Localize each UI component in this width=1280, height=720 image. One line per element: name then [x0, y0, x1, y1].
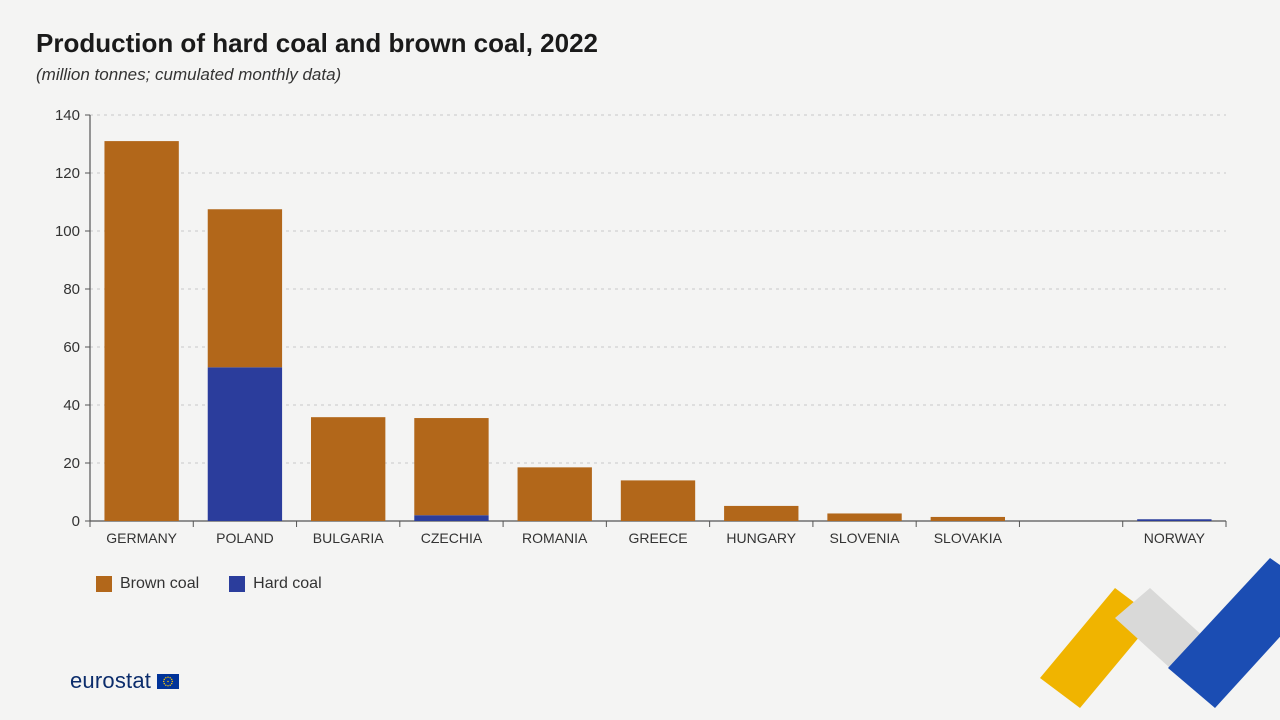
svg-text:100: 100 — [55, 223, 80, 240]
legend-item-hard: Hard coal — [229, 575, 321, 593]
chart-container: 0 20 40 60 80 100 120 140 GERMANY POLAND BULGARIA C… — [36, 107, 1244, 567]
svg-text:20: 20 — [63, 455, 80, 472]
eu-flag-icon — [157, 674, 179, 689]
svg-text:120: 120 — [55, 165, 80, 182]
svg-text:POLAND: POLAND — [216, 530, 274, 546]
legend-item-brown: Brown coal — [96, 575, 199, 593]
svg-text:BULGARIA: BULGARIA — [313, 530, 384, 546]
decor-swoosh-icon — [1020, 558, 1280, 678]
svg-text:HUNGARY: HUNGARY — [726, 530, 796, 546]
legend-swatch-brown — [96, 576, 112, 592]
legend-label-hard: Hard coal — [253, 575, 321, 593]
svg-text:SLOVAKIA: SLOVAKIA — [934, 530, 1003, 546]
svg-text:140: 140 — [55, 107, 80, 124]
svg-text:GREECE: GREECE — [628, 530, 687, 546]
eurostat-logo-text: eurostat — [70, 668, 151, 694]
legend-label-brown: Brown coal — [120, 575, 199, 593]
svg-text:CZECHIA: CZECHIA — [421, 530, 483, 546]
bar-chart: 0 20 40 60 80 100 120 140 GERMANY POLAND BULGARIA C… — [36, 107, 1236, 567]
svg-text:80: 80 — [63, 281, 80, 298]
svg-text:GERMANY: GERMANY — [106, 530, 177, 546]
svg-text:SLOVENIA: SLOVENIA — [830, 530, 901, 546]
svg-text:0: 0 — [72, 513, 80, 530]
legend-swatch-hard — [229, 576, 245, 592]
page-root: Production of hard coal and brown coal, … — [0, 0, 1280, 720]
eurostat-logo: eurostat — [70, 668, 179, 694]
chart-title: Production of hard coal and brown coal, … — [36, 28, 1244, 59]
svg-text:60: 60 — [63, 339, 80, 356]
chart-subtitle: (million tonnes; cumulated monthly data) — [36, 65, 1244, 85]
svg-text:NORWAY: NORWAY — [1144, 530, 1206, 546]
svg-text:40: 40 — [63, 397, 80, 414]
svg-text:ROMANIA: ROMANIA — [522, 530, 588, 546]
